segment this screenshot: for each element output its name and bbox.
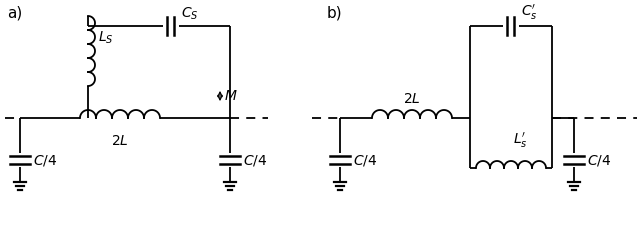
Text: $C/4$: $C/4$ <box>243 152 267 168</box>
Text: $2L$: $2L$ <box>403 92 421 106</box>
Text: $L_S$: $L_S$ <box>98 30 113 46</box>
Text: $C_s'$: $C_s'$ <box>521 3 538 22</box>
Text: $L_s'$: $L_s'$ <box>513 131 527 150</box>
Text: b): b) <box>327 6 343 21</box>
Text: $M$: $M$ <box>224 89 238 103</box>
Text: a): a) <box>7 6 23 21</box>
Text: $C_S$: $C_S$ <box>181 6 198 22</box>
Text: $C/4$: $C/4$ <box>587 152 611 168</box>
Text: $C/4$: $C/4$ <box>33 152 57 168</box>
Text: $C/4$: $C/4$ <box>353 152 377 168</box>
Text: $2L$: $2L$ <box>111 134 129 148</box>
